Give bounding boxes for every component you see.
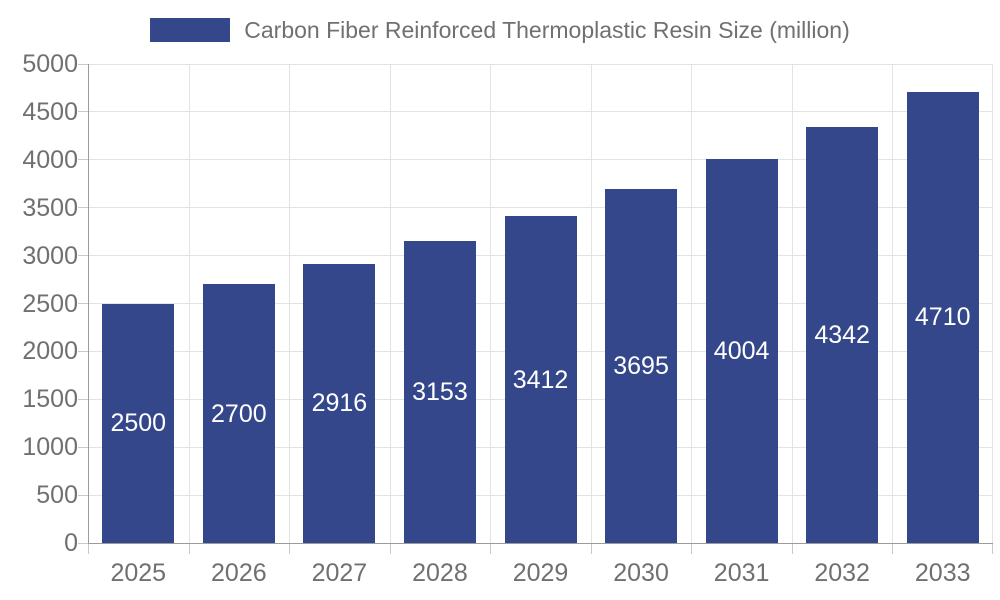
- x-axis-tick: [590, 544, 592, 554]
- y-axis-tick: [78, 303, 88, 304]
- x-axis-tick: [892, 544, 894, 554]
- x-axis-line: [88, 543, 993, 544]
- x-axis-label: 2031: [713, 559, 770, 587]
- x-axis-tick: [992, 544, 993, 554]
- gridline-horizontal: [88, 207, 993, 209]
- x-axis-tick: [791, 544, 793, 554]
- y-axis-label: 500: [36, 481, 78, 510]
- bar-value-label: 3412: [512, 365, 569, 394]
- bar-value-label: 4004: [713, 337, 770, 366]
- x-axis-label: 2028: [412, 559, 468, 587]
- y-axis-label: 2000: [22, 337, 78, 366]
- y-axis-tick: [78, 350, 88, 352]
- y-axis-label: 4000: [22, 145, 78, 174]
- y-axis-line: [88, 64, 89, 543]
- gridline-horizontal: [88, 63, 993, 65]
- y-axis-label: 5000: [22, 50, 78, 78]
- bar-value-label: 2916: [311, 389, 368, 418]
- bar-value-label: 2700: [211, 399, 267, 428]
- legend-swatch: [150, 18, 231, 42]
- bar[interactable]: 3695: [605, 189, 678, 543]
- x-axis-tick: [188, 544, 190, 554]
- bar[interactable]: 3153: [403, 240, 476, 543]
- gridline-vertical: [490, 64, 492, 543]
- bar-value-label: 2500: [110, 409, 167, 438]
- bar[interactable]: 4710: [906, 91, 979, 543]
- y-axis-label: 0: [64, 529, 78, 557]
- y-axis-label: 1500: [22, 385, 78, 414]
- gridline-vertical: [188, 64, 190, 543]
- x-axis-label: 2029: [512, 559, 569, 587]
- gridline-vertical: [590, 64, 592, 543]
- bar[interactable]: 2916: [303, 263, 376, 543]
- bar[interactable]: 2500: [102, 303, 175, 543]
- x-axis-tick: [88, 544, 89, 554]
- y-axis-label: 3000: [22, 241, 78, 270]
- y-axis-tick: [78, 63, 88, 65]
- bar-value-label: 4342: [814, 321, 870, 350]
- gridline-vertical: [791, 64, 793, 543]
- gridline-horizontal: [88, 159, 993, 161]
- y-axis-label: 2500: [22, 289, 78, 318]
- gridline-horizontal: [88, 111, 993, 113]
- y-axis-tick: [78, 207, 88, 209]
- x-axis-tick: [691, 544, 693, 554]
- x-axis-label: 2030: [613, 559, 669, 587]
- bar-value-label: 4710: [914, 303, 971, 332]
- y-axis-label: 1000: [22, 433, 78, 462]
- bar-value-label: 3153: [412, 377, 468, 406]
- gridline-vertical: [289, 64, 291, 543]
- legend-label: Carbon Fiber Reinforced Thermoplastic Re…: [244, 17, 850, 43]
- gridline-vertical: [892, 64, 894, 543]
- gridline-vertical: [389, 64, 391, 543]
- y-axis-label: 3500: [22, 193, 78, 222]
- x-axis-tick: [389, 544, 391, 554]
- y-axis-tick: [78, 398, 88, 400]
- x-axis-tick: [490, 544, 492, 554]
- x-axis-tick: [289, 544, 291, 554]
- legend[interactable]: Carbon Fiber Reinforced Thermoplastic Re…: [0, 14, 1000, 46]
- y-axis-tick: [78, 111, 88, 113]
- bar[interactable]: 4004: [705, 159, 778, 543]
- plot-area: 2500 2700 2916 3153 3412 3695 4004 4342 4710: [88, 63, 993, 543]
- y-axis-tick: [78, 255, 88, 257]
- x-axis-label: 2026: [211, 559, 267, 587]
- y-axis-tick: [78, 159, 88, 161]
- x-axis-label: 2025: [110, 559, 167, 587]
- x-axis-label: 2033: [914, 559, 971, 587]
- x-axis-label: 2027: [311, 559, 368, 587]
- bar[interactable]: 3412: [504, 216, 577, 543]
- gridline-vertical: [691, 64, 693, 543]
- bar[interactable]: 2700: [202, 284, 275, 543]
- y-axis-tick: [78, 542, 88, 544]
- bar-value-label: 3695: [613, 352, 669, 381]
- y-axis-tick: [78, 446, 88, 448]
- x-axis-label: 2032: [814, 559, 870, 587]
- y-axis-tick: [78, 494, 88, 496]
- gridline-vertical: [992, 64, 993, 543]
- y-axis-label: 4500: [22, 97, 78, 126]
- bar[interactable]: 4342: [806, 127, 879, 543]
